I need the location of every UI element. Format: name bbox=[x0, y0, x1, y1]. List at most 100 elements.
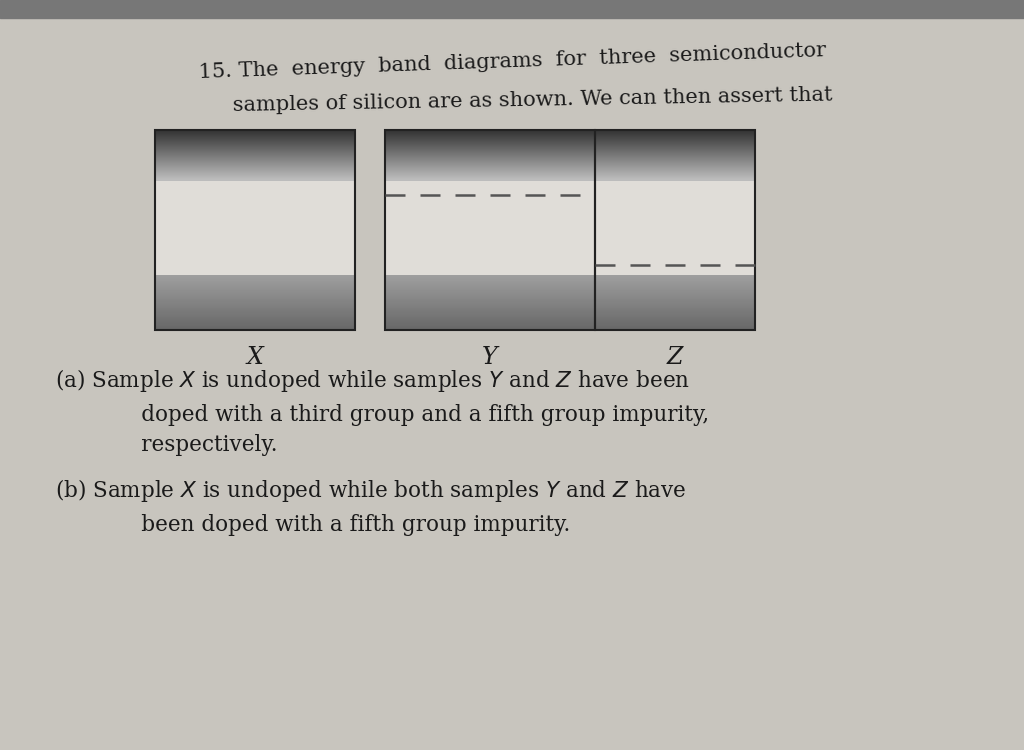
Bar bbox=[595, 148, 755, 149]
Bar bbox=[385, 311, 595, 313]
Bar bbox=[595, 316, 755, 317]
Bar bbox=[595, 283, 755, 284]
Bar bbox=[385, 326, 595, 327]
Bar bbox=[155, 299, 355, 301]
Bar bbox=[155, 133, 355, 134]
Bar bbox=[385, 148, 595, 149]
Bar bbox=[155, 281, 355, 284]
Bar bbox=[595, 320, 755, 322]
Bar bbox=[385, 130, 595, 330]
Bar bbox=[155, 310, 355, 312]
Text: been doped with a fifth group impurity.: been doped with a fifth group impurity. bbox=[100, 514, 570, 536]
Bar bbox=[385, 286, 595, 287]
Bar bbox=[595, 280, 755, 281]
Bar bbox=[595, 140, 755, 142]
Bar bbox=[385, 156, 595, 158]
Bar bbox=[595, 132, 755, 134]
Bar bbox=[385, 328, 595, 329]
Bar bbox=[155, 147, 355, 148]
Bar bbox=[595, 286, 755, 287]
Bar bbox=[595, 302, 755, 303]
Bar bbox=[385, 307, 595, 308]
Bar bbox=[155, 325, 355, 326]
Bar bbox=[595, 138, 755, 140]
Bar bbox=[385, 135, 595, 136]
Bar bbox=[595, 166, 755, 167]
Bar bbox=[155, 280, 355, 282]
Bar bbox=[155, 308, 355, 310]
Bar bbox=[385, 151, 595, 152]
Bar bbox=[155, 302, 355, 304]
Bar bbox=[155, 150, 355, 152]
Bar bbox=[155, 287, 355, 289]
Bar bbox=[155, 135, 355, 136]
Bar bbox=[595, 163, 755, 164]
Bar bbox=[385, 165, 595, 166]
Bar bbox=[595, 296, 755, 298]
Bar bbox=[595, 165, 755, 166]
Bar bbox=[595, 298, 755, 300]
Bar bbox=[385, 321, 595, 322]
Bar bbox=[595, 152, 755, 154]
Bar bbox=[595, 311, 755, 313]
Bar bbox=[385, 285, 595, 286]
Bar bbox=[385, 152, 595, 154]
Bar bbox=[385, 134, 595, 136]
Bar bbox=[385, 154, 595, 155]
Bar bbox=[595, 164, 755, 166]
Bar bbox=[595, 309, 755, 310]
Bar bbox=[155, 176, 355, 178]
Bar bbox=[385, 297, 595, 298]
Bar bbox=[595, 329, 755, 331]
Bar bbox=[385, 130, 595, 131]
Bar bbox=[155, 292, 355, 293]
Bar bbox=[595, 156, 755, 158]
Bar bbox=[385, 132, 595, 134]
Bar bbox=[595, 150, 755, 152]
Bar bbox=[155, 136, 355, 137]
Bar bbox=[595, 313, 755, 314]
Bar bbox=[155, 175, 355, 176]
Bar bbox=[155, 304, 355, 306]
Bar bbox=[385, 310, 595, 312]
Bar bbox=[155, 320, 355, 322]
Bar bbox=[155, 167, 355, 169]
Bar bbox=[595, 160, 755, 161]
Bar bbox=[385, 158, 595, 160]
Bar bbox=[595, 304, 755, 305]
Bar bbox=[595, 307, 755, 308]
Bar bbox=[595, 280, 755, 282]
Bar bbox=[595, 155, 755, 157]
Bar bbox=[595, 292, 755, 294]
Bar bbox=[155, 178, 355, 179]
Bar bbox=[155, 171, 355, 172]
Bar bbox=[155, 307, 355, 308]
Bar bbox=[385, 146, 595, 148]
Bar bbox=[155, 298, 355, 300]
Bar bbox=[385, 294, 595, 296]
Bar bbox=[155, 316, 355, 317]
Bar bbox=[595, 300, 755, 302]
Bar bbox=[385, 137, 595, 139]
Bar bbox=[595, 172, 755, 173]
Bar bbox=[385, 179, 595, 181]
Bar bbox=[385, 308, 595, 310]
Bar bbox=[385, 275, 595, 277]
Bar bbox=[595, 174, 755, 176]
Bar bbox=[155, 145, 355, 146]
Bar bbox=[595, 170, 755, 172]
Bar bbox=[385, 316, 595, 317]
Bar bbox=[155, 304, 355, 305]
Bar bbox=[155, 323, 355, 325]
Bar bbox=[595, 318, 755, 320]
Bar bbox=[595, 310, 755, 312]
Bar bbox=[155, 314, 355, 316]
Text: (a) Sample $X$ is undoped while samples $Y$ and $Z$ have been: (a) Sample $X$ is undoped while samples … bbox=[55, 367, 690, 394]
Bar bbox=[385, 157, 595, 158]
Bar bbox=[385, 292, 595, 294]
Bar bbox=[385, 178, 595, 179]
Bar bbox=[155, 162, 355, 164]
Bar bbox=[155, 140, 355, 142]
Bar bbox=[155, 288, 355, 290]
Bar bbox=[595, 162, 755, 164]
